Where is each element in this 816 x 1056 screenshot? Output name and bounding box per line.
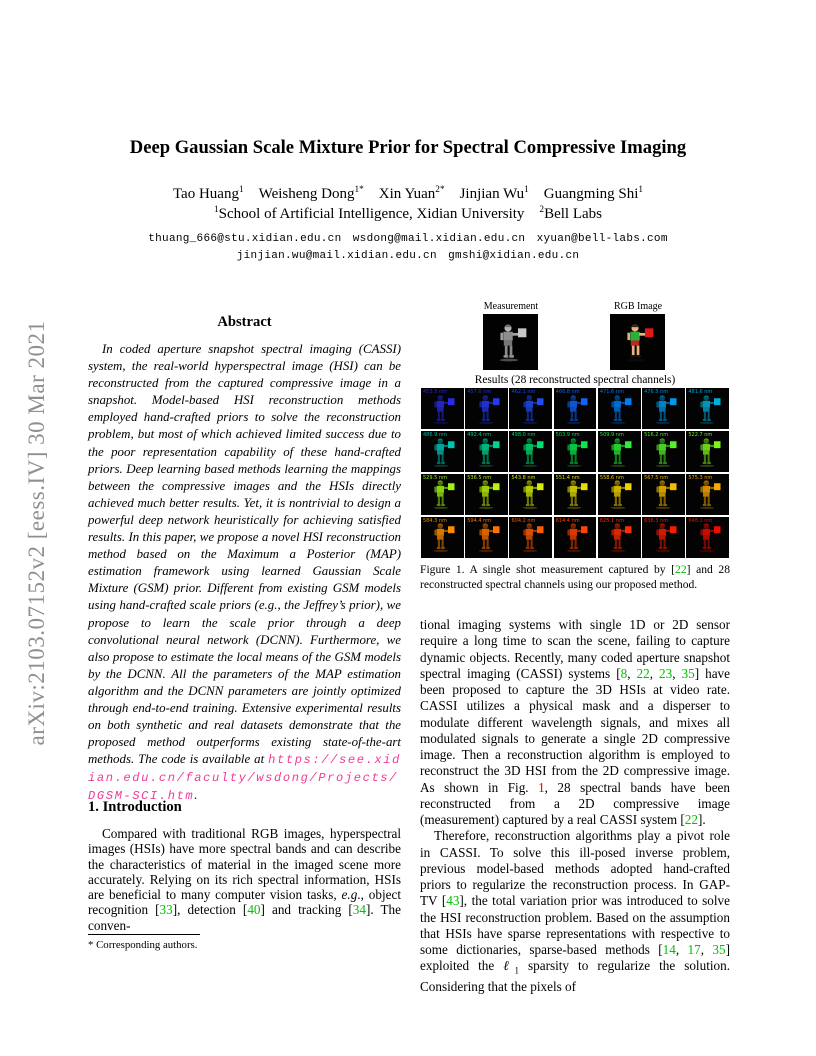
wavelength-label: 486.9 nm [423,431,447,438]
spectral-channel-cell: 536.5 nm [465,473,508,516]
spectral-channel-cell: 453.3 nm [421,388,464,430]
email-line-2: jinjian.wu@mail.xidian.edu.cn gmshi@xidi… [236,250,580,262]
wavelength-label: 594.4 nm [467,517,492,524]
measurement-label: Measurement [483,301,539,312]
wavelength-label: 498.0 nm [511,431,536,438]
wavelength-label: 558.6 nm [599,474,624,481]
introduction-paragraph: Compared with traditional RGB images, hy… [88,826,402,933]
spectral-channel-cell: 466.8 nm [553,388,597,430]
results-title: Results (28 reconstructed spectral chann… [474,374,676,386]
citation-link[interactable]: 43 [446,893,460,909]
corresponding-authors-footnote: * Corresponding authors. [88,939,198,951]
wavelength-label: 614.4 nm [555,517,580,524]
wavelength-label: 543.8 nm [511,474,536,481]
spectral-channel-cell: 509.9 nm [597,430,641,473]
wavelength-label: 529.5 nm [423,474,447,481]
citation-link[interactable]: 35 [712,942,726,957]
wavelength-label: 509.9 nm [599,431,624,438]
body-paragraph: tional imaging systems with single 1D or… [420,617,731,827]
spectral-channel-cell: 471.6 nm [597,388,641,430]
figure1-caption: Figure 1. A single shot measurement capt… [420,563,730,591]
citation-link[interactable]: 22 [684,812,698,827]
footnote-divider [88,934,200,935]
spectral-channel-cell: 636.3 nm [642,516,685,558]
spectral-channel-cell: 551.4 nm [553,473,597,516]
paper-title: Deep Gaussian Scale Mixture Prior for Sp… [129,137,687,158]
body-paragraph: Therefore, reconstruction algorithms pla… [420,828,731,995]
citation-link[interactable]: 33 [159,902,173,918]
email-line-1: thuang_666@stu.xidian.edu.cn wsdong@mail… [148,233,668,245]
spectral-channel-cell: 648.1 nm [686,516,729,558]
spectral-channel-cell: 516.2 nm [642,430,685,473]
wavelength-label: 625.1 nm [599,517,624,524]
wavelength-label: 567.5 nm [644,474,669,481]
citation-link[interactable]: 17 [687,942,701,957]
affiliation-list: 1School of Artificial Intelligence, Xidi… [214,205,602,222]
spectral-channel-cell: 492.4 nm [465,430,508,473]
rgb-image-label: RGB Image [613,301,663,312]
wavelength-label: 453.3 nm [423,389,447,395]
spectral-grid: 453.3 nm 457.6 nm 462.1 nm 466.8 nm 471.6 nm… [421,388,729,558]
spectral-channel-cell: 575.3 nm [686,473,729,516]
spectral-channel-cell: 481.6 nm [686,388,729,430]
spectral-channel-cell: 476.5 nm [642,388,685,430]
spectral-channel-cell: 604.2 nm [509,516,553,558]
wavelength-label: 462.1 nm [511,389,536,395]
citation-link[interactable]: 8 [620,665,628,681]
spectral-channel-cell: 529.5 nm [421,473,464,516]
spectral-channel-cell: 462.1 nm [509,388,553,430]
spectral-channel-cell: 457.6 nm [465,388,508,430]
spectral-channel-cell: 558.6 nm [597,473,641,516]
wavelength-label: 575.3 nm [688,474,713,481]
wavelength-label: 471.6 nm [599,389,624,395]
abstract-heading: Abstract [217,314,272,330]
wavelength-label: 492.4 nm [467,431,492,438]
wavelength-label: 636.3 nm [644,517,669,524]
spectral-channel-cell: 503.9 nm [553,430,597,473]
spectral-channel-cell: 594.4 nm [465,516,508,558]
measurement-image [483,314,538,370]
spectral-channel-cell: 584.3 nm [421,516,464,558]
arxiv-watermark: arXiv:2103.07152v2 [eess.IV] 30 Mar 2021 [24,320,49,746]
citation-link[interactable]: 40 [247,902,261,918]
spectral-channel-cell: 625.1 nm [597,516,641,558]
citation-link[interactable]: 23 [659,665,673,681]
citation-link[interactable]: 35 [681,665,695,681]
wavelength-label: 584.3 nm [423,517,447,524]
wavelength-label: 457.6 nm [467,389,492,395]
wavelength-label: 536.5 nm [467,474,492,481]
spectral-channel-cell: 522.7 nm [686,430,729,473]
wavelength-label: 466.8 nm [555,389,580,395]
citation-link[interactable]: 22 [636,665,650,681]
citation-link[interactable]: 34 [352,902,366,918]
rgb-image [610,314,665,370]
spectral-channel-cell: 567.5 nm [642,473,685,516]
wavelength-label: 551.4 nm [555,474,580,481]
citation-link[interactable]: 14 [662,942,676,957]
figure-reference-link[interactable]: 1 [538,779,545,795]
wavelength-label: 476.5 nm [644,389,669,395]
wavelength-label: 516.2 nm [644,431,669,438]
code-url-link[interactable]: https://see.xidian.edu.cn/faculty/wsdong… [88,753,401,804]
wavelength-label: 481.6 nm [688,389,713,395]
citation-link[interactable]: 22 [675,563,687,576]
spectral-channel-cell: 614.4 nm [553,516,597,558]
wavelength-label: 604.2 nm [511,517,536,524]
wavelength-label: 648.1 nm [688,517,713,524]
author-list: Tao Huang1 Weisheng Dong1* Xin Yuan2* Ji… [172,185,644,202]
spectral-channel-cell: 486.9 nm [421,430,464,473]
wavelength-label: 503.9 nm [555,431,580,438]
spectral-channel-cell: 498.0 nm [509,430,553,473]
right-column-body: tional imaging systems with single 1D or… [420,617,730,995]
section-heading-introduction: 1. Introduction [88,799,182,815]
spectral-channel-cell: 543.8 nm [509,473,553,516]
wavelength-label: 522.7 nm [688,431,713,438]
abstract-text: In coded aperture snapshot spectral imag… [88,342,401,804]
